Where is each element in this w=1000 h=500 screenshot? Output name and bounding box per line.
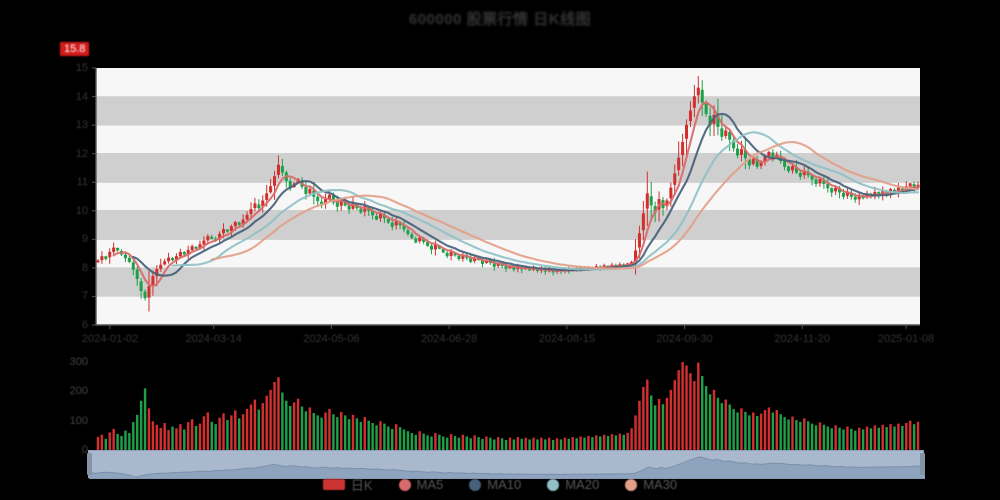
price-axis-ticks: 15 14 13 12 11 10 9 8 7 6 (30, 0, 88, 500)
volume-tick-label: 300 (69, 356, 88, 368)
price-grid-band (96, 96, 920, 126)
volume-tick-label: 0 (81, 444, 88, 456)
legend-item-label: MA20 (565, 477, 600, 492)
legend-item-ma10[interactable]: MA10 (469, 477, 521, 492)
legend-item-ma20[interactable]: MA20 (547, 477, 599, 492)
price-grid-band (96, 68, 920, 97)
ma-line-ma5 (112, 101, 920, 288)
price-tick-label: 7 (81, 290, 88, 303)
legend-item-label: MA10 (487, 477, 522, 492)
price-tick-label: 12 (75, 147, 88, 160)
datazoom-preview-area (89, 456, 925, 479)
volume-axis-ticks: 300 200 100 0 (30, 0, 88, 500)
legend-line-swatch-icon (625, 478, 638, 491)
chart-legend: 日K MA5 MA10 MA20 MA30 (0, 475, 1000, 494)
price-grid-band (96, 267, 920, 297)
price-tick-label: 6 (81, 319, 88, 331)
volume-series (96, 362, 920, 450)
ma-line-ma30 (210, 140, 920, 270)
datazoom-handle-right[interactable] (920, 453, 925, 475)
legend-item-label: MA5 (416, 477, 444, 492)
page-title: 600000 股票行情 日K线图 (408, 11, 592, 28)
volume-tick-label: 200 (69, 385, 88, 398)
price-tick-label: 8 (81, 261, 88, 274)
price-grid-band (96, 125, 920, 154)
date-tick-label: 2024-05-06 (303, 333, 360, 345)
ma-line-ma20 (171, 131, 920, 271)
price-tick-label: 14 (75, 90, 88, 103)
legend-item-ma30[interactable]: MA30 (625, 477, 677, 492)
date-tick-label: 2024-03-14 (185, 333, 242, 345)
price-tick-label: 11 (76, 176, 88, 189)
volume-tick-label: 100 (69, 414, 88, 427)
price-tick-label: 9 (81, 233, 88, 246)
legend-line-swatch-icon (469, 478, 482, 491)
ma-line-ma10 (132, 112, 920, 277)
candlestick-series (96, 76, 920, 312)
date-tick-label: 2024-01-02 (81, 333, 139, 345)
date-tick-label: 2024-08-15 (538, 333, 595, 345)
volume-panel-background (0, 358, 1000, 454)
price-grid-band (96, 296, 920, 325)
legend-line-swatch-icon (547, 478, 560, 491)
legend-item-label: MA30 (643, 477, 678, 492)
price-tick-label: 13 (75, 119, 88, 132)
date-tick-label: 2025-01-08 (877, 333, 935, 345)
price-grid-band (96, 182, 920, 211)
legend-candle-swatch-icon (322, 479, 345, 490)
price-tick-label: 15 (75, 62, 88, 74)
legend-item-k[interactable]: 日K (322, 475, 373, 494)
legend-item-label: 日K (350, 478, 373, 493)
date-tick-label: 2024-11-20 (774, 333, 831, 345)
price-marker-badge: 15.8 (60, 42, 90, 56)
datazoom-handle-left[interactable] (87, 453, 92, 475)
date-tick-label: 2024-06-28 (421, 333, 478, 345)
date-tick-label: 2024-09-30 (656, 333, 713, 345)
price-tick-label: 10 (75, 204, 88, 217)
datazoom-slider[interactable] (87, 450, 925, 479)
legend-line-swatch-icon (398, 478, 411, 491)
legend-item-ma5[interactable]: MA5 (398, 477, 444, 492)
